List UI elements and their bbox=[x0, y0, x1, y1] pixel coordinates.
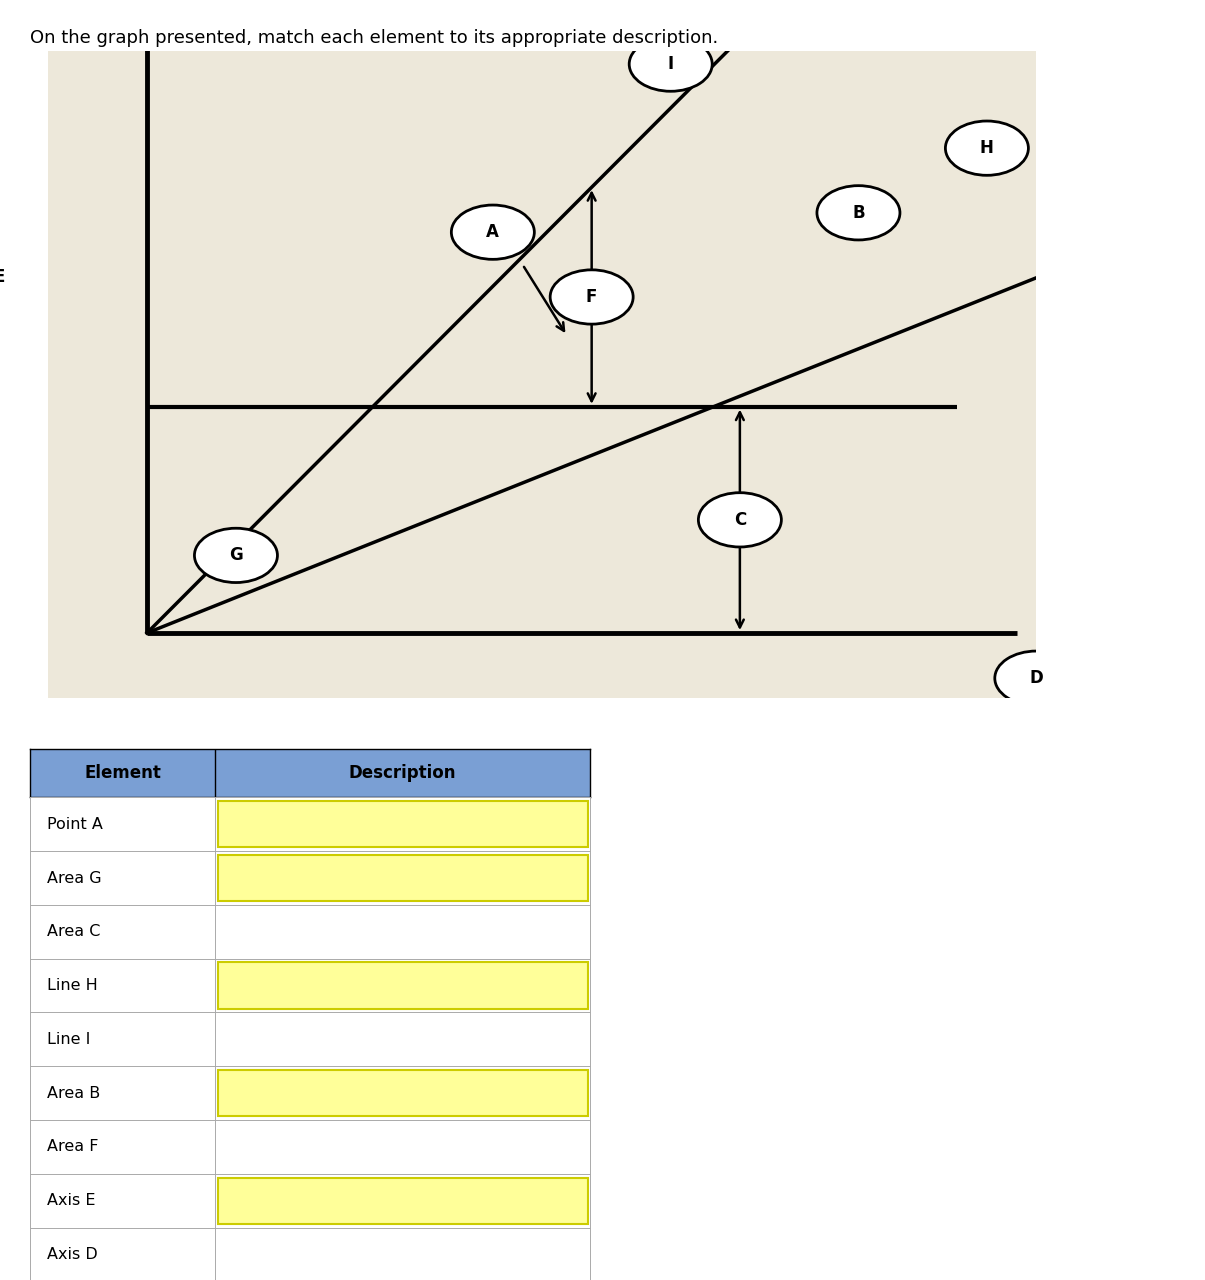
Text: Area G: Area G bbox=[47, 870, 101, 886]
Text: Axis D: Axis D bbox=[47, 1247, 98, 1262]
Text: F: F bbox=[586, 288, 598, 306]
Circle shape bbox=[551, 270, 633, 324]
Text: Area F: Area F bbox=[47, 1139, 99, 1155]
Text: B: B bbox=[852, 204, 865, 221]
Text: Area C: Area C bbox=[47, 924, 100, 940]
Circle shape bbox=[817, 186, 900, 239]
Text: E: E bbox=[0, 269, 5, 287]
Text: Area B: Area B bbox=[47, 1085, 100, 1101]
Bar bbox=[218, 1070, 588, 1116]
Text: Point A: Point A bbox=[47, 817, 102, 832]
Circle shape bbox=[629, 37, 712, 91]
Circle shape bbox=[699, 493, 781, 547]
Text: On the graph presented, match each element to its appropriate description.: On the graph presented, match each eleme… bbox=[30, 29, 718, 47]
Text: Description: Description bbox=[349, 764, 457, 782]
Circle shape bbox=[946, 122, 1028, 175]
Text: A: A bbox=[487, 223, 499, 241]
Bar bbox=[218, 1178, 588, 1224]
Text: D: D bbox=[1029, 669, 1044, 687]
Circle shape bbox=[194, 529, 277, 582]
Bar bbox=[218, 801, 588, 847]
Bar bbox=[218, 963, 588, 1009]
Text: C: C bbox=[734, 511, 746, 529]
Text: Axis E: Axis E bbox=[47, 1193, 95, 1208]
Text: Line I: Line I bbox=[47, 1032, 90, 1047]
Bar bbox=[218, 855, 588, 901]
Circle shape bbox=[452, 205, 534, 260]
Text: I: I bbox=[668, 55, 674, 73]
Text: Element: Element bbox=[84, 764, 161, 782]
Circle shape bbox=[0, 251, 40, 305]
Circle shape bbox=[995, 652, 1077, 705]
Text: G: G bbox=[229, 547, 243, 564]
Text: H: H bbox=[980, 140, 994, 157]
Text: Line H: Line H bbox=[47, 978, 98, 993]
